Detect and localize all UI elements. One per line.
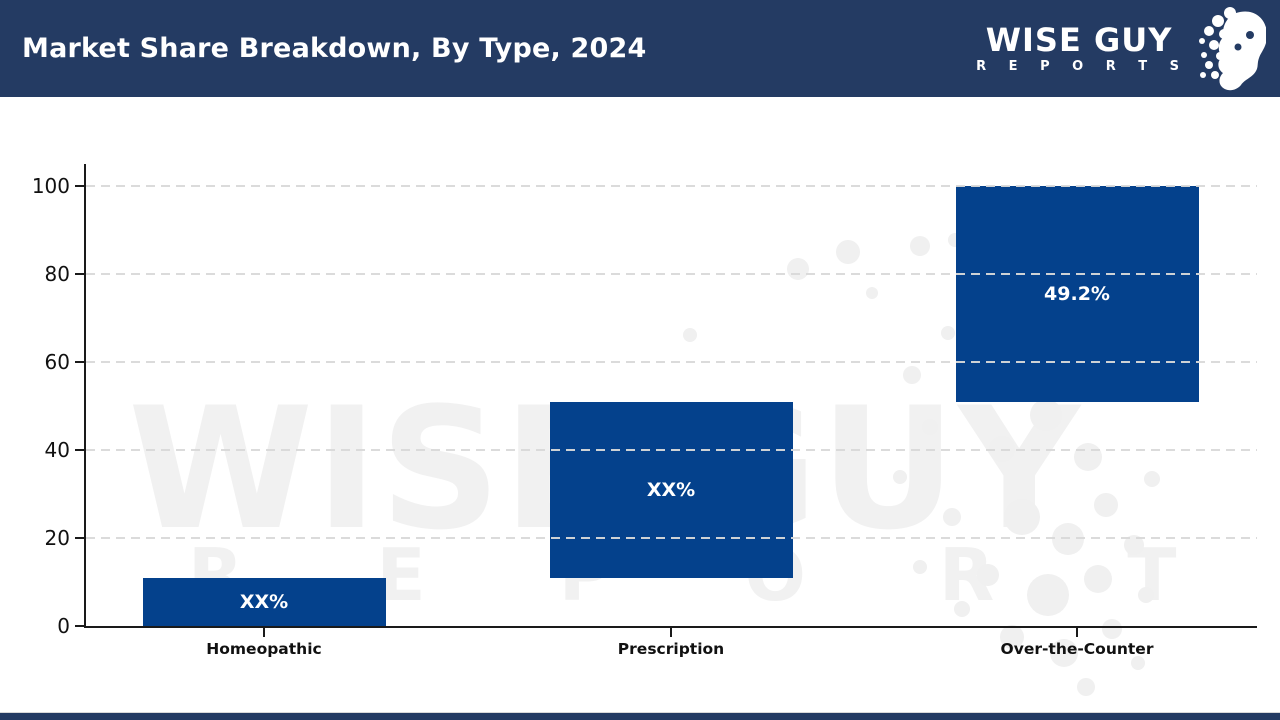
bar-label: XX%	[646, 479, 696, 502]
bar-label: XX%	[239, 591, 289, 614]
y-axis-tick	[75, 361, 84, 363]
x-axis-tick	[263, 628, 265, 637]
x-tick-label: Over-the-Counter	[1000, 640, 1154, 658]
y-tick-label: 20	[44, 526, 70, 550]
logo-wordmark: WISE GUY	[985, 21, 1173, 59]
bar-label: 49.2%	[1044, 283, 1110, 306]
gridline	[86, 361, 1257, 363]
y-tick-label: 40	[44, 438, 70, 462]
y-axis	[84, 164, 86, 628]
y-axis-tick	[75, 185, 84, 187]
page-title: Market Share Breakdown, By Type, 2024	[22, 33, 647, 64]
bar	[549, 402, 793, 579]
bar	[955, 186, 1199, 403]
header: Market Share Breakdown, By Type, 2024 WI…	[0, 0, 1280, 97]
x-axis-tick	[1076, 628, 1078, 637]
logo-face-icon	[1199, 6, 1266, 90]
y-tick-label: 60	[44, 350, 70, 374]
y-axis-tick	[75, 449, 84, 451]
y-axis-tick	[75, 273, 84, 275]
x-tick-label: Prescription	[617, 640, 725, 658]
y-axis-tick	[75, 625, 84, 627]
logo-text: WISE GUY R E P O R T S	[970, 24, 1188, 73]
gridline	[86, 537, 1257, 539]
y-tick-label: 0	[57, 614, 70, 638]
y-tick-label: 80	[44, 262, 70, 286]
y-axis-tick	[75, 537, 84, 539]
watermark-dots-face	[683, 233, 1160, 696]
gridline	[86, 273, 1257, 275]
bar	[142, 578, 386, 626]
gridline	[86, 185, 1257, 187]
x-axis	[84, 626, 1257, 628]
footer-bar	[0, 712, 1280, 720]
x-axis-tick	[670, 628, 672, 637]
logo-subtitle: R E P O R T S	[976, 59, 1188, 74]
logo: WISE GUY R E P O R T S	[970, 0, 1266, 97]
x-tick-label: Homeopathic	[206, 640, 322, 658]
y-tick-label: 100	[31, 174, 70, 198]
gridline	[86, 449, 1257, 451]
